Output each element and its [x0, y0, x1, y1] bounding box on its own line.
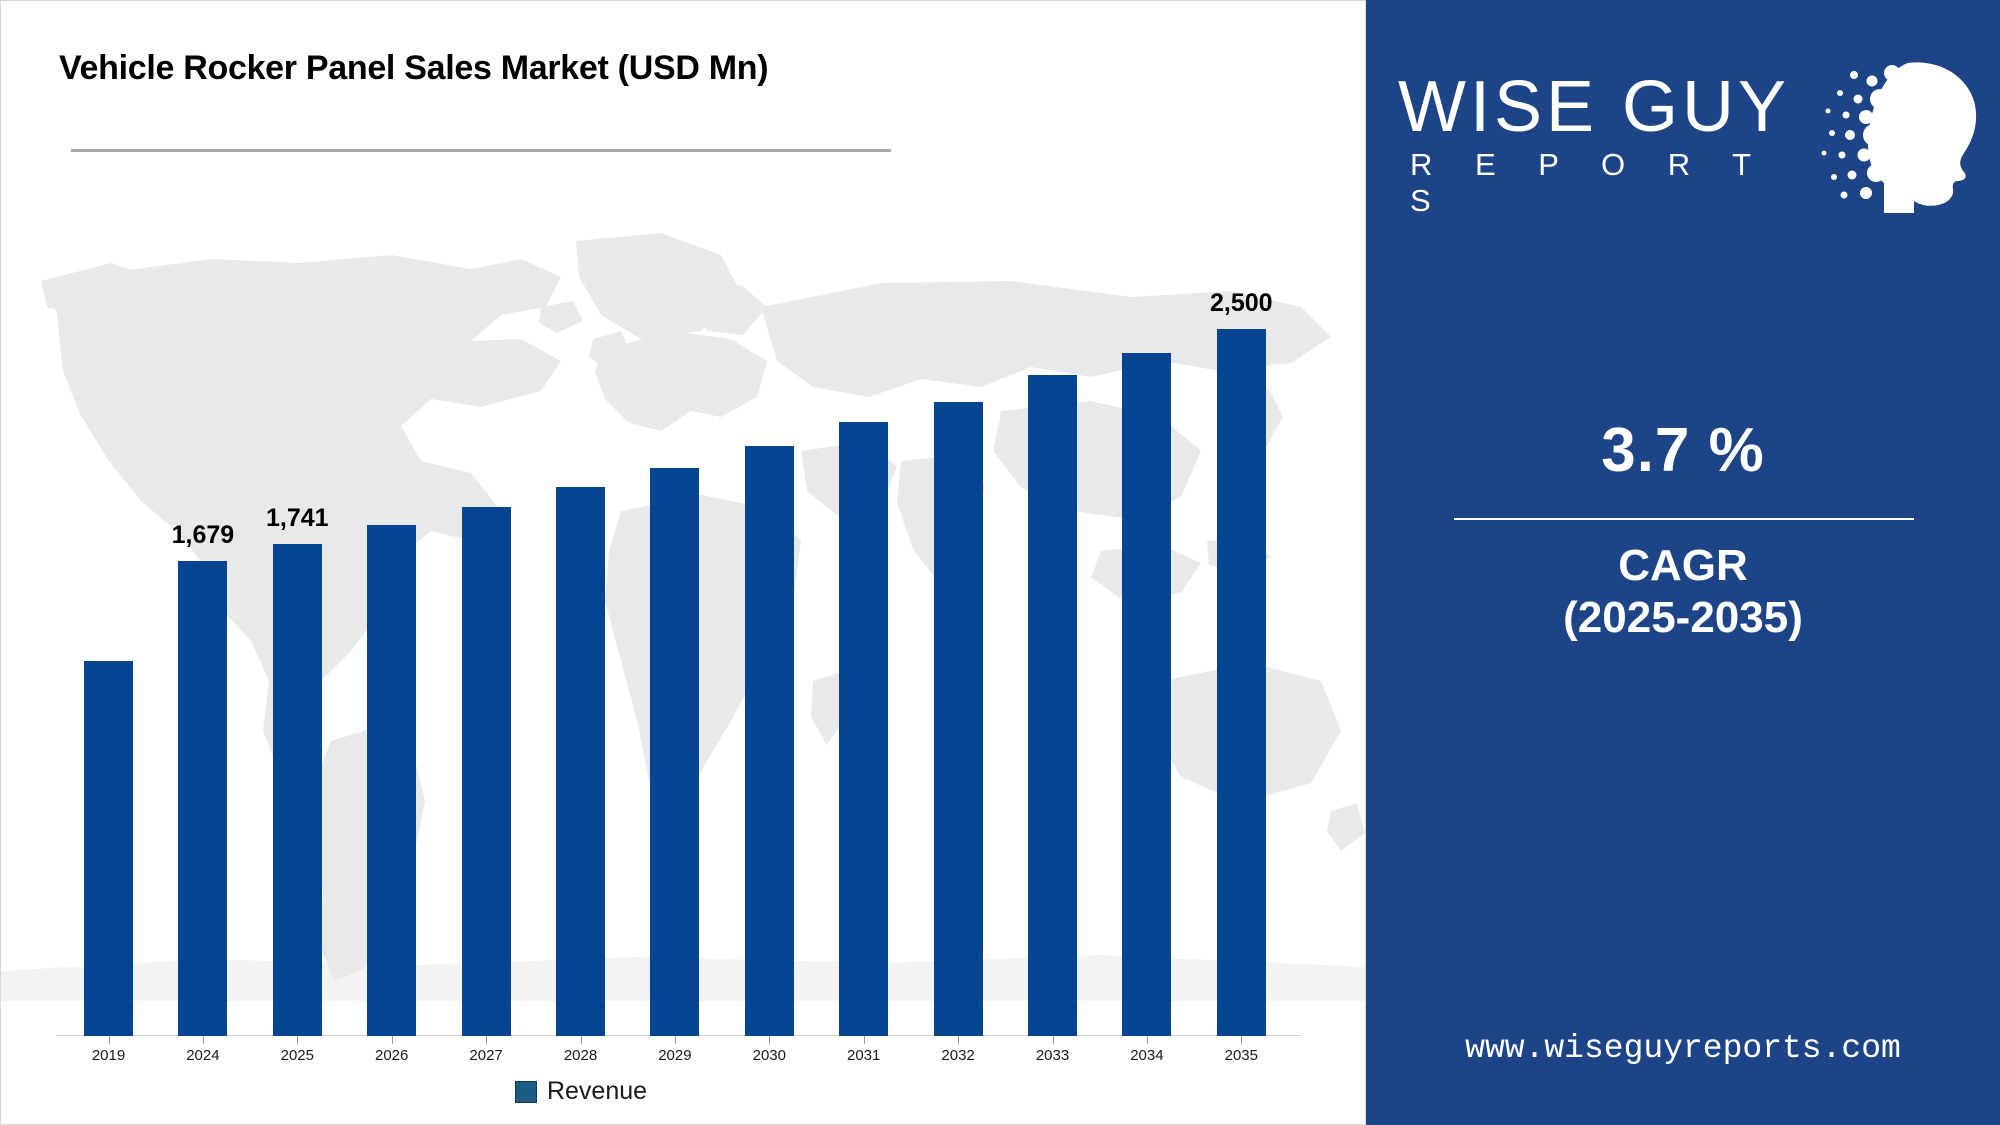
- brand-logo-secondary: R E P O R T S: [1410, 147, 1768, 219]
- bar-2028: [556, 487, 605, 1036]
- bar-2032: [933, 401, 983, 1036]
- bar-2030: [744, 446, 794, 1036]
- x-tickmark-2029: [674, 1036, 676, 1044]
- bar-2031: [839, 422, 889, 1036]
- x-axis-label-2035: 2035: [1224, 1047, 1258, 1064]
- cagr-value: 3.7 %: [1601, 416, 1765, 485]
- brand-logo[interactable]: WISE GUY R E P O R T S: [1366, 55, 2000, 225]
- brand-panel: WISE GUY R E P O R T S: [1366, 0, 2000, 1125]
- bar-value-label-2035: 2,500: [1210, 289, 1273, 317]
- bar-2019: [84, 660, 133, 1036]
- page-title: Vehicle Rocker Panel Sales Market (USD M…: [59, 49, 769, 87]
- chart-panel: Vehicle Rocker Panel Sales Market (USD M…: [0, 0, 1366, 1125]
- head-profile-dots-icon: [1788, 55, 1988, 215]
- x-axis-label-2025: 2025: [280, 1047, 314, 1064]
- x-tickmark-2035: [1241, 1036, 1243, 1044]
- x-axis-label-2029: 2029: [658, 1047, 692, 1064]
- legend-label-revenue: Revenue: [546, 1077, 648, 1105]
- x-axis-label-2019: 2019: [91, 1047, 126, 1064]
- x-tickmark-2030: [769, 1036, 771, 1044]
- bar-2025: [272, 543, 322, 1036]
- bar-2026: [367, 525, 417, 1036]
- x-tickmark-2027: [486, 1036, 488, 1044]
- x-axis-label-2031: 2031: [847, 1047, 881, 1064]
- cagr-caption: CAGR (2025-2035): [1366, 540, 2000, 644]
- x-axis-label-2027: 2027: [469, 1047, 503, 1064]
- cagr-caption-line2: (2025-2035): [1563, 592, 1803, 642]
- x-axis-label-2034: 2034: [1130, 1047, 1164, 1064]
- cagr-caption-line1: CAGR: [1618, 541, 1748, 590]
- x-tickmark-2031: [863, 1036, 865, 1044]
- bar-2027: [461, 506, 511, 1036]
- x-tickmark-2034: [1146, 1036, 1148, 1044]
- chart-legend: Revenue: [1, 1077, 1161, 1106]
- x-tickmark-2028: [580, 1036, 582, 1044]
- x-axis-label-2033: 2033: [1035, 1047, 1070, 1064]
- bar-chart-plot: 2019 2024 1,679 2025 1,741 2026 2027 2028 2029 20…: [1, 1, 1365, 1124]
- brand-logo-primary: WISE GUY: [1398, 67, 1791, 147]
- brand-logo-text: WISE GUY R E P O R T S: [1398, 67, 1818, 219]
- title-divider: [71, 149, 891, 152]
- x-tickmark-2024: [202, 1036, 204, 1044]
- x-axis-label-2024: 2024: [186, 1047, 220, 1064]
- bar-value-label-2024: 1,679: [171, 521, 235, 550]
- x-tickmark-2025: [297, 1036, 299, 1044]
- bar-2033: [1028, 375, 1077, 1036]
- x-tickmark-2026: [391, 1036, 393, 1044]
- legend-swatch-revenue: [514, 1080, 537, 1103]
- x-tickmark-2019: [108, 1036, 110, 1044]
- bar-value-label-2025: 1,741: [266, 503, 329, 532]
- website-url[interactable]: www.wiseguyreports.com: [1465, 1030, 1901, 1067]
- bar-2029: [650, 467, 700, 1036]
- x-axis-label-2032: 2032: [941, 1047, 975, 1064]
- bar-2034: [1122, 353, 1172, 1036]
- cagr-divider: [1454, 518, 1914, 520]
- x-axis-label-2028: 2028: [563, 1047, 598, 1064]
- x-axis-label-2030: 2030: [752, 1047, 786, 1064]
- x-tickmark-2032: [958, 1036, 960, 1044]
- bar-2035: [1216, 329, 1266, 1036]
- x-tickmark-2033: [1052, 1036, 1054, 1044]
- x-axis-label-2026: 2026: [375, 1047, 409, 1064]
- bar-2024: [178, 561, 228, 1036]
